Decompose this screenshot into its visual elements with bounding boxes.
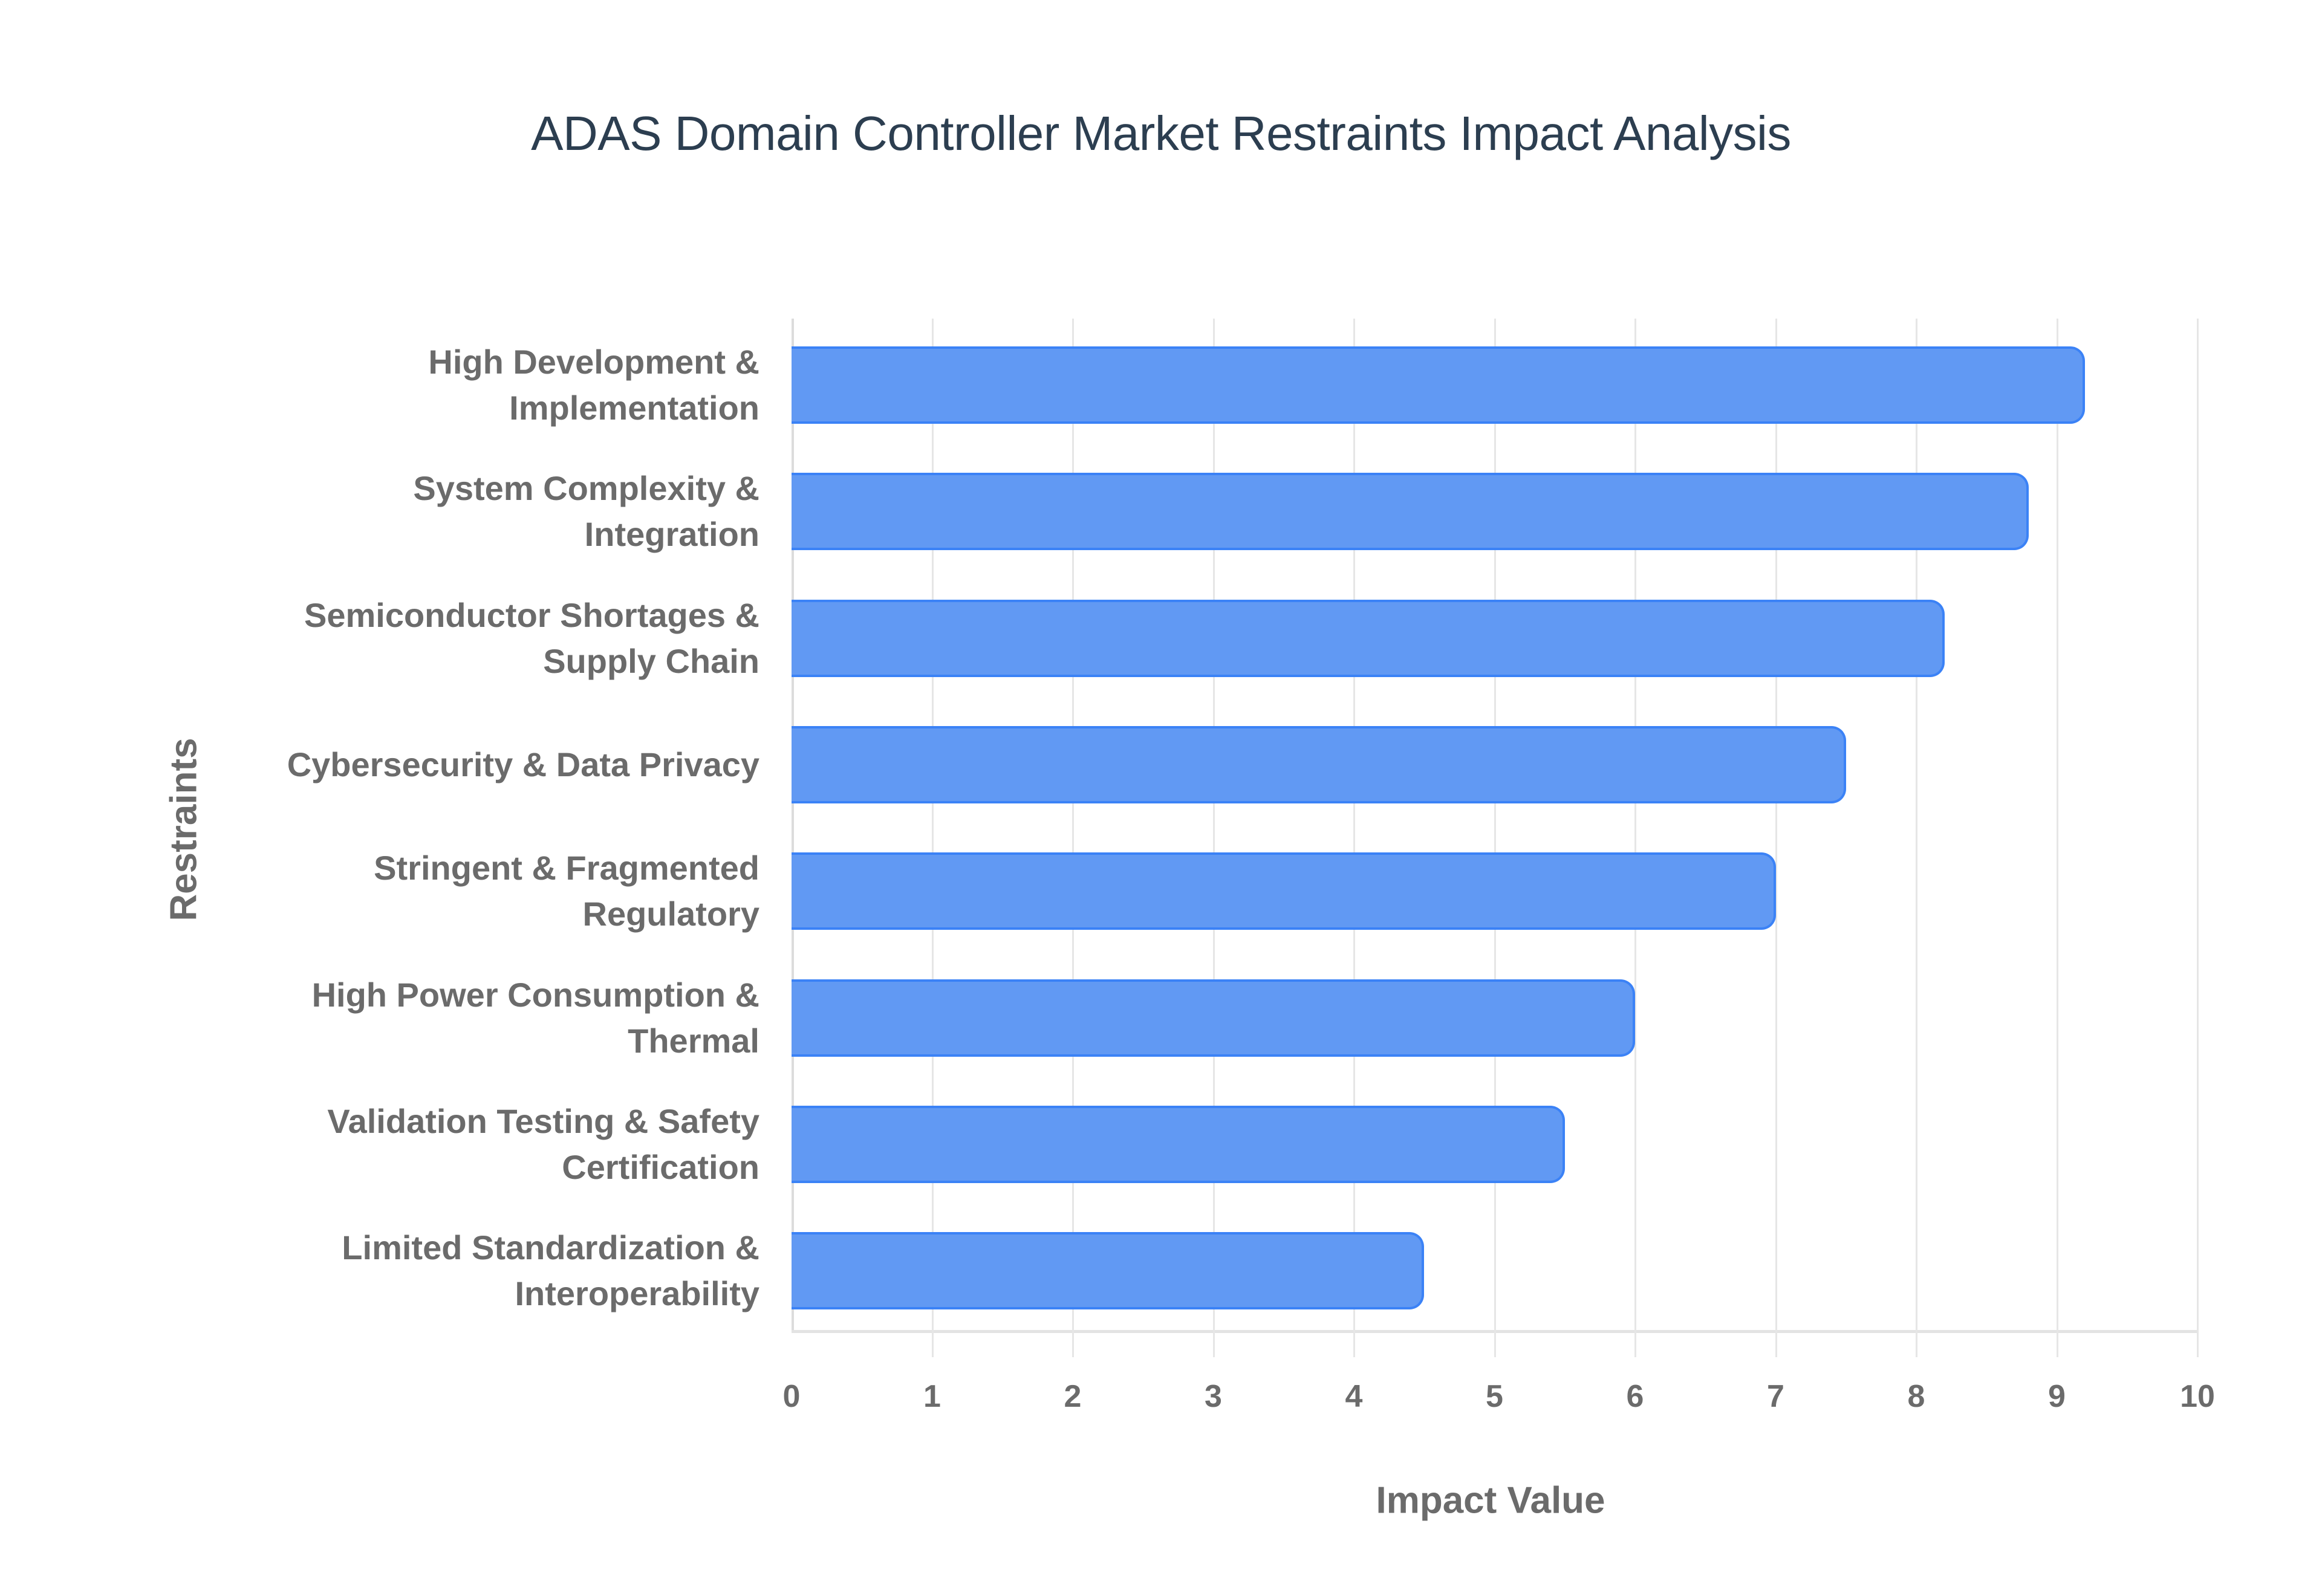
bar[interactable] <box>792 852 1776 930</box>
y-category-label: Validation Testing & Safety Certification <box>155 1098 759 1190</box>
y-category-label: High Development & Implementation <box>155 339 759 431</box>
category-label-line: Certification <box>562 1147 759 1186</box>
bar[interactable] <box>792 725 1846 803</box>
bar[interactable] <box>792 473 2029 551</box>
plot-area <box>792 319 2199 1357</box>
gridline <box>1212 319 1215 1357</box>
gridline <box>2056 319 2058 1357</box>
y-category-label: Limited Standardization & Interoperabilit… <box>155 1225 759 1317</box>
x-tick-label: 4 <box>1345 1379 1363 1414</box>
x-tick-label: 6 <box>1626 1379 1644 1414</box>
category-label-line: High Development & <box>428 343 759 381</box>
y-axis-line <box>792 319 794 1333</box>
bar[interactable] <box>792 346 2085 424</box>
bar[interactable] <box>792 979 1635 1057</box>
chart-title: ADAS Domain Controller Market Restraints… <box>531 106 1791 160</box>
category-label-line: Semiconductor Shortages & <box>304 595 759 634</box>
y-category-label: Stringent & Fragmented Regulatory <box>155 845 759 937</box>
gridline <box>1072 319 1074 1357</box>
category-label-line: Limited Standardization & <box>342 1228 759 1267</box>
y-category-label: High Power Consumption & Thermal <box>155 972 759 1064</box>
category-label-line: Supply Chain <box>543 641 759 680</box>
y-category-label: System Complexity & Integration <box>155 465 759 557</box>
gridline <box>2197 319 2199 1357</box>
bar[interactable] <box>792 599 1945 677</box>
x-tick-label: 8 <box>1907 1379 1925 1414</box>
bar[interactable] <box>792 1232 1425 1310</box>
category-label-line: High Power Consumption & <box>311 975 759 1014</box>
gridline <box>1916 319 1917 1357</box>
gridline <box>931 319 934 1357</box>
category-label-line: Validation Testing & Safety <box>327 1101 759 1140</box>
x-tick-label: 2 <box>1064 1379 1082 1414</box>
category-label-line: Thermal <box>628 1021 759 1060</box>
category-label-line: Integration <box>584 515 759 554</box>
x-tick-label: 7 <box>1767 1379 1784 1414</box>
category-label-line: Cybersecurity & Data Privacy <box>287 745 759 783</box>
x-tick-label: 0 <box>782 1379 801 1414</box>
y-category-label: Semiconductor Shortages & Supply Chain <box>155 592 759 684</box>
x-tick-label: 3 <box>1205 1379 1222 1414</box>
x-tick-label: 1 <box>923 1379 941 1414</box>
gridline <box>1775 319 1777 1357</box>
bar[interactable] <box>792 1105 1565 1183</box>
gridline <box>1494 319 1496 1357</box>
gridline <box>1353 319 1355 1357</box>
y-category-label: Cybersecurity & Data Privacy <box>155 742 759 788</box>
x-axis-label: Impact Value <box>1376 1479 1605 1522</box>
category-label-line: Implementation <box>509 389 759 427</box>
category-label-line: Stringent & Fragmented <box>374 849 759 887</box>
x-tick-label: 10 <box>2180 1379 2215 1414</box>
category-label-line: System Complexity & <box>413 469 759 508</box>
category-label-line: Interoperability <box>515 1274 759 1313</box>
x-tick-label: 9 <box>2048 1379 2066 1414</box>
gridline <box>1634 319 1636 1357</box>
category-label-line: Regulatory <box>582 895 760 933</box>
x-tick-label: 5 <box>1486 1379 1503 1414</box>
